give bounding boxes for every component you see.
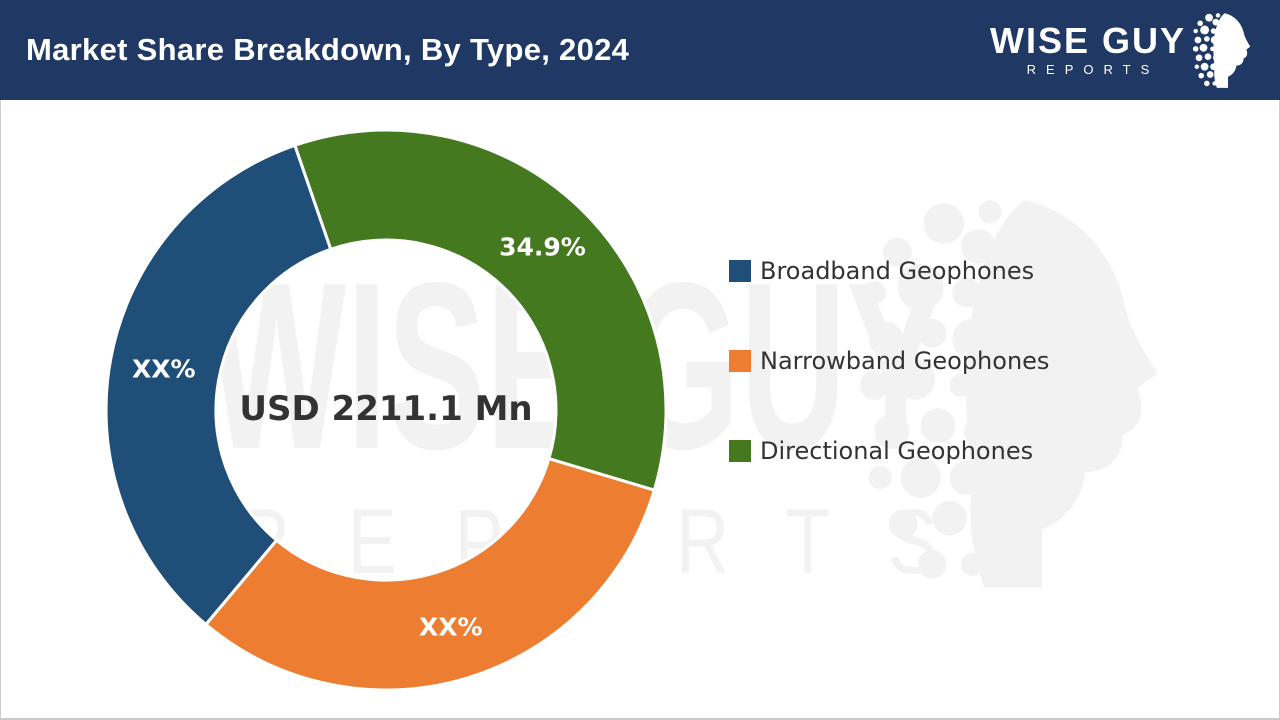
legend-item-directional[interactable]: Directional Geophones (729, 437, 1049, 465)
logo-text: WISE GUY REPORTS (989, 20, 1186, 78)
legend-swatch-directional (729, 440, 751, 462)
slice-labels: 34.9% XX% XX% (132, 233, 586, 642)
header-bar: Market Share Breakdown, By Type, 2024 WI… (0, 0, 1280, 100)
chart-area: WISE GUY REPORTS 34.9%XX%XX% USD 2211.1 … (0, 100, 1280, 720)
legend-label: Directional Geophones (760, 437, 1034, 465)
page-title: Market Share Breakdown, By Type, 2024 (26, 32, 630, 67)
slice-label-directional-geophones: 34.9% (499, 233, 586, 262)
legend-item-broadband[interactable]: Broadband Geophones (729, 257, 1049, 285)
pie-slice-narrowband-geophones[interactable] (204, 457, 656, 692)
legend-swatch-broadband (729, 260, 751, 282)
slice-label-narrowband-geophones: XX% (419, 612, 483, 641)
logo-wordmark: WISE GUY (989, 20, 1186, 61)
logo-head-icon (1192, 11, 1254, 89)
pie-slice-directional-geophones[interactable] (293, 128, 668, 492)
legend-label: Narrowband Geophones (760, 347, 1050, 375)
donut-slices (104, 128, 668, 692)
legend-swatch-narrowband (729, 350, 751, 372)
logo-subtitle: REPORTS (1026, 62, 1160, 77)
slice-label-broadband-geophones: XX% (132, 354, 196, 383)
legend-label: Broadband Geophones (760, 257, 1035, 285)
legend: Broadband Geophones Narrowband Geophones… (729, 257, 1049, 465)
legend-item-narrowband[interactable]: Narrowband Geophones (729, 347, 1049, 375)
donut-chart: 34.9% XX% XX% USD 2211.1 Mn (104, 128, 668, 692)
center-value-label: USD 2211.1 Mn (239, 389, 532, 429)
pie-slice-broadband-geophones[interactable] (104, 143, 333, 626)
wise-guy-logo: WISE GUY REPORTS (990, 11, 1254, 89)
